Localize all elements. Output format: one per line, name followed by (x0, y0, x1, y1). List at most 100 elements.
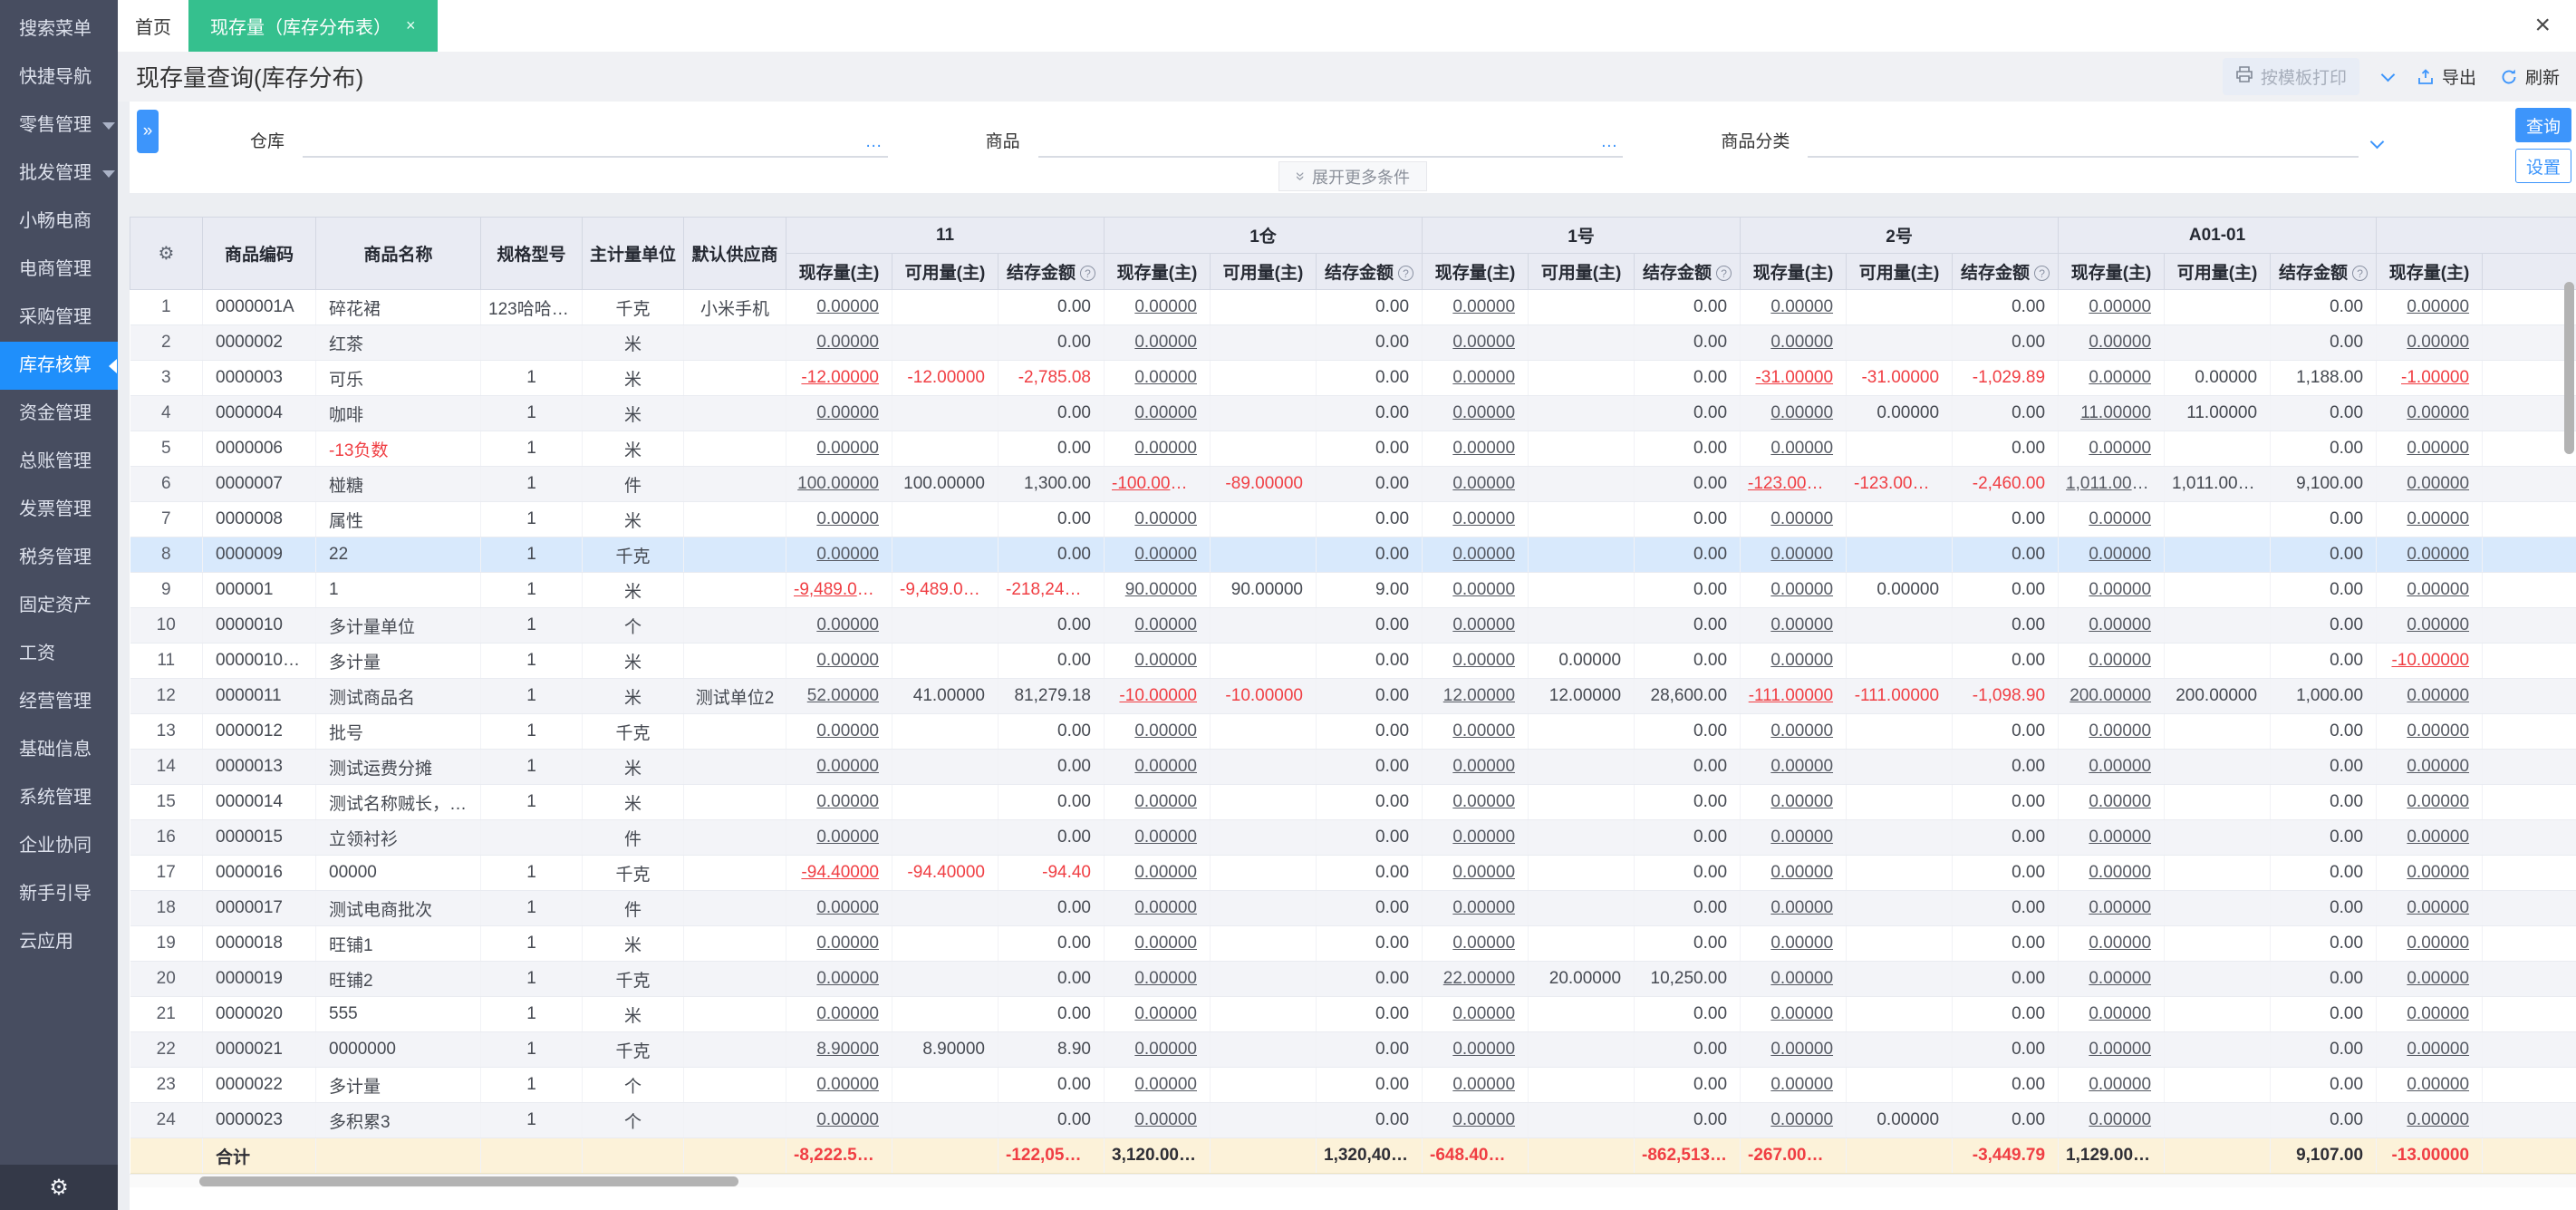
product-input[interactable]: … (1037, 125, 1624, 158)
qty-link-cell[interactable]: 0.00000 (1422, 360, 1529, 396)
table-row[interactable]: 20 0000019 旺铺2 1 千克 0.00000 0.00 0.00000 0.00 22.… (130, 961, 2576, 997)
qty-link-cell[interactable]: 0.00000 (2058, 607, 2166, 644)
qty-link-cell[interactable]: 0.00000 (1422, 1067, 1529, 1103)
qty-link-cell[interactable]: 0.00000 (1740, 395, 1848, 431)
qty-link-cell[interactable]: 0.00000 (2376, 925, 2484, 962)
table-row[interactable]: 18 0000017 测试电商批次 1 件 0.00000 0.00 0.00000 0.00 0… (130, 890, 2576, 926)
qty-link-cell[interactable]: 0.00000 (2376, 572, 2484, 608)
amount-column-header[interactable]: 结存金额? (1315, 253, 1423, 290)
qty-link-cell[interactable]: -123.00000 (1740, 466, 1848, 502)
amount-column-header[interactable]: 结存金额? (998, 253, 1105, 290)
table-row[interactable]: 2 0000002 红茶米 0.00000 0.00 0.00000 0.00 0.00000… (130, 324, 2576, 361)
table-row[interactable]: 150000014测试名称贼长，然后截...1米0.000000.000.000… (130, 784, 2576, 820)
column-header[interactable]: 默认供应商 (683, 217, 786, 290)
export-button[interactable]: 导出 (2417, 64, 2476, 89)
sidebar-item-资金管理[interactable]: 资金管理 (0, 390, 118, 438)
qty-link-cell[interactable]: 0.00000 (1104, 961, 1211, 997)
qty-link-cell[interactable]: 0.00000 (2058, 324, 2166, 361)
qty-link-cell[interactable]: 0.00000 (2058, 1031, 2166, 1068)
qty-link-cell[interactable]: 0.00000 (1104, 289, 1211, 325)
table-row[interactable]: 19 0000018 旺铺1 1 米 0.00000 0.00 0.00000 0.00 0.00… (130, 925, 2576, 962)
column-header[interactable]: 规格型号 (480, 217, 583, 290)
qty-link-cell[interactable]: -1.00000 (2376, 360, 2484, 396)
qty-link-cell[interactable]: 0.00000 (1104, 784, 1211, 820)
qty-link-cell[interactable]: 0.00000 (1422, 572, 1529, 608)
column-settings-gear-icon[interactable]: ⚙ (130, 217, 203, 290)
qty-link-cell[interactable]: 0.00000 (1104, 1067, 1211, 1103)
horizontal-scrollbar-thumb[interactable] (199, 1176, 738, 1186)
table-row[interactable]: 16 0000015 立领衬衫件 0.00000 0.00 0.00000 0.00 0.00… (130, 819, 2576, 856)
qty-link-cell[interactable]: 0.00000 (2376, 996, 2484, 1032)
sidebar-item-发票管理[interactable]: 发票管理 (0, 486, 118, 534)
qty-link-cell[interactable]: -10.00000 (1104, 678, 1211, 714)
qty-link-cell[interactable]: 0.00000 (1104, 713, 1211, 750)
qty-link-cell[interactable]: 0.00000 (786, 431, 892, 467)
help-icon[interactable]: ? (2352, 266, 2369, 281)
available-column-header[interactable]: 可用量(主) (892, 253, 999, 290)
sidebar-item-采购管理[interactable]: 采购管理 (0, 294, 118, 342)
qty-link-cell[interactable]: 0.00000 (2058, 537, 2166, 573)
table-row[interactable]: 7 0000008 属性 1 米 0.00000 0.00 0.00000 0.00 0.0000… (130, 501, 2576, 537)
table-row[interactable]: 14 0000013 测试运费分摊 1 米 0.00000 0.00 0.00000 0.00 0… (130, 749, 2576, 785)
qty-link-cell[interactable]: 0.00000 (1422, 537, 1529, 573)
qty-link-cell[interactable]: 0.00000 (1740, 855, 1848, 891)
qty-link-cell[interactable]: 0.00000 (1104, 395, 1211, 431)
qty-link-cell[interactable]: 0.00000 (786, 749, 892, 785)
sidebar-item-零售管理[interactable]: 零售管理 (0, 102, 118, 150)
qty-link-cell[interactable]: 0.00000 (2376, 1031, 2484, 1068)
qty-link-cell[interactable]: 200.00000 (2058, 678, 2166, 714)
qty-link-cell[interactable]: 0.00000 (2058, 1102, 2166, 1138)
qty-link-cell[interactable]: 0.00000 (1104, 431, 1211, 467)
sidebar-item-系统管理[interactable]: 系统管理 (0, 774, 118, 822)
qty-link-cell[interactable]: 0.00000 (2058, 360, 2166, 396)
qty-link-cell[interactable]: 0.00000 (1740, 996, 1848, 1032)
qty-link-cell[interactable]: 0.00000 (1422, 784, 1529, 820)
table-row[interactable]: 22 0000021 0000000 1 千克 8.90000 8.90000 8.90 0.0… (130, 1031, 2576, 1068)
qty-link-cell[interactable]: 0.00000 (2058, 501, 2166, 537)
print-dropdown-chevron-icon[interactable] (2380, 67, 2396, 82)
qty-link-cell[interactable]: 0.00000 (1740, 890, 1848, 926)
amount-column-header[interactable]: 结存金额? (2270, 253, 2378, 290)
qty-link-cell[interactable]: 0.00000 (2058, 784, 2166, 820)
qty-link-cell[interactable]: 0.00000 (786, 643, 892, 679)
qty-link-cell[interactable]: 0.00000 (1422, 819, 1529, 856)
qty-link-cell[interactable]: 0.00000 (2058, 819, 2166, 856)
qty-link-cell[interactable]: 0.00000 (2376, 289, 2484, 325)
table-row[interactable]: 13 0000012 批号 1 千克 0.00000 0.00 0.00000 0.00 0.00… (130, 713, 2576, 750)
sidebar-item-库存核算[interactable]: 库存核算 (0, 342, 118, 390)
qty-link-cell[interactable]: 0.00000 (786, 890, 892, 926)
qty-link-cell[interactable]: 0.00000 (2058, 1067, 2166, 1103)
tab-close-icon[interactable]: × (406, 16, 416, 34)
qty-link-cell[interactable]: 0.00000 (2058, 643, 2166, 679)
qty-link-cell[interactable]: 0.00000 (2376, 784, 2484, 820)
qty-link-cell[interactable]: 0.00000 (2376, 713, 2484, 750)
qty-link-cell[interactable]: -100.00000 (1104, 466, 1211, 502)
sidebar-item-经营管理[interactable]: 经营管理 (0, 678, 118, 726)
qty-link-cell[interactable]: 0.00000 (1740, 961, 1848, 997)
table-row[interactable]: 24 0000023 多积累3 1 个 0.00000 0.00 0.00000 0.00 0.0… (130, 1102, 2576, 1138)
tab-home[interactable]: 首页 (135, 18, 171, 38)
qty-link-cell[interactable]: 0.00000 (1422, 431, 1529, 467)
collapse-filter-button[interactable]: » (137, 110, 159, 153)
table-row[interactable]: 9 000001 1 1 米 -9,489.00000 -9,489.000... -218,… (130, 572, 2576, 608)
settings-button[interactable]: 设置 (2515, 149, 2571, 183)
sidebar-item-新手引导[interactable]: 新手引导 (0, 870, 118, 918)
qty-link-cell[interactable]: 0.00000 (1740, 1067, 1848, 1103)
available-column-header[interactable]: 可用量(主) (1528, 253, 1635, 290)
qty-link-cell[interactable]: 0.00000 (786, 996, 892, 1032)
qty-link-cell[interactable]: 22.00000 (1422, 961, 1529, 997)
qty-column-header[interactable]: 现存量(主) (1740, 253, 1848, 290)
qty-link-cell[interactable]: 0.00000 (1104, 925, 1211, 962)
print-by-template-button[interactable]: 按模板打印 (2222, 58, 2359, 95)
qty-link-cell[interactable]: 0.00000 (1740, 1102, 1848, 1138)
qty-link-cell[interactable]: 0.00000 (786, 501, 892, 537)
table-row[interactable]: 3 0000003 可乐 1 米 -12.00000 -12.00000 -2,785.08 0… (130, 360, 2576, 396)
window-close-icon[interactable]: × (2534, 10, 2551, 40)
qty-link-cell[interactable]: -9,489.00000 (786, 572, 892, 608)
qty-link-cell[interactable]: 0.00000 (1104, 324, 1211, 361)
qty-link-cell[interactable]: 0.00000 (2058, 713, 2166, 750)
qty-link-cell[interactable]: 0.00000 (786, 925, 892, 962)
expand-more-conditions-button[interactable]: » 展开更多条件 (1278, 161, 1428, 191)
qty-link-cell[interactable]: 0.00000 (786, 961, 892, 997)
qty-link-cell[interactable]: 8.90000 (786, 1031, 892, 1068)
